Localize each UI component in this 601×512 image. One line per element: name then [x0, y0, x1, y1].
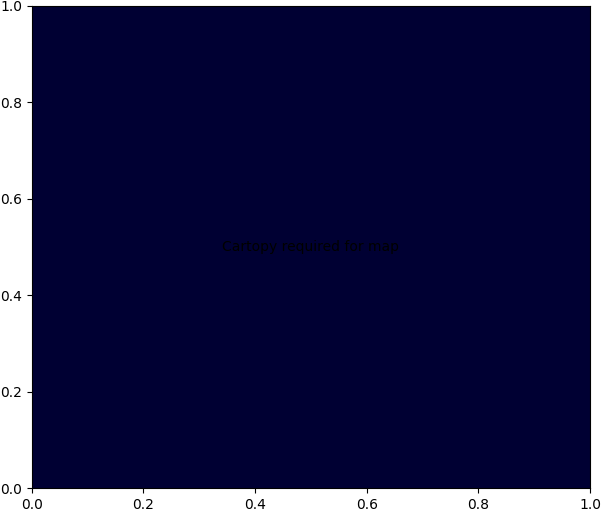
Text: Cartopy required for map: Cartopy required for map: [222, 240, 399, 254]
